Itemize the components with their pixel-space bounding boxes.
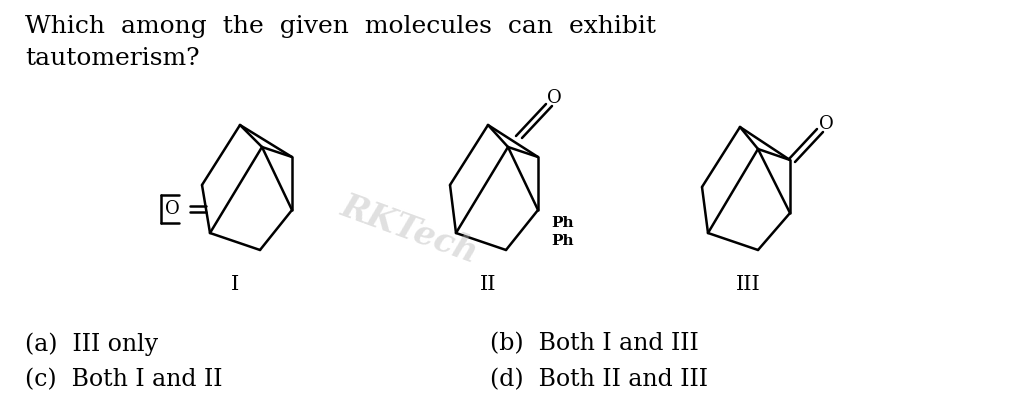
Text: O: O (165, 200, 179, 218)
Text: Ph: Ph (551, 216, 573, 230)
Text: Which  among  the  given  molecules  can  exhibit: Which among the given molecules can exhi… (25, 15, 656, 38)
Text: RKTech: RKTech (337, 190, 483, 270)
Text: O: O (818, 115, 834, 133)
Text: tautomerism?: tautomerism? (25, 47, 200, 70)
Text: II: II (480, 275, 497, 294)
Text: I: I (230, 275, 240, 294)
Text: (b)  Both I and III: (b) Both I and III (490, 332, 698, 355)
Text: Ph: Ph (551, 234, 573, 248)
Text: III: III (735, 275, 761, 294)
Text: O: O (547, 89, 561, 107)
Text: (a)  III only: (a) III only (25, 332, 158, 356)
Text: (c)  Both I and II: (c) Both I and II (25, 368, 222, 391)
Text: (d)  Both II and III: (d) Both II and III (490, 368, 708, 391)
